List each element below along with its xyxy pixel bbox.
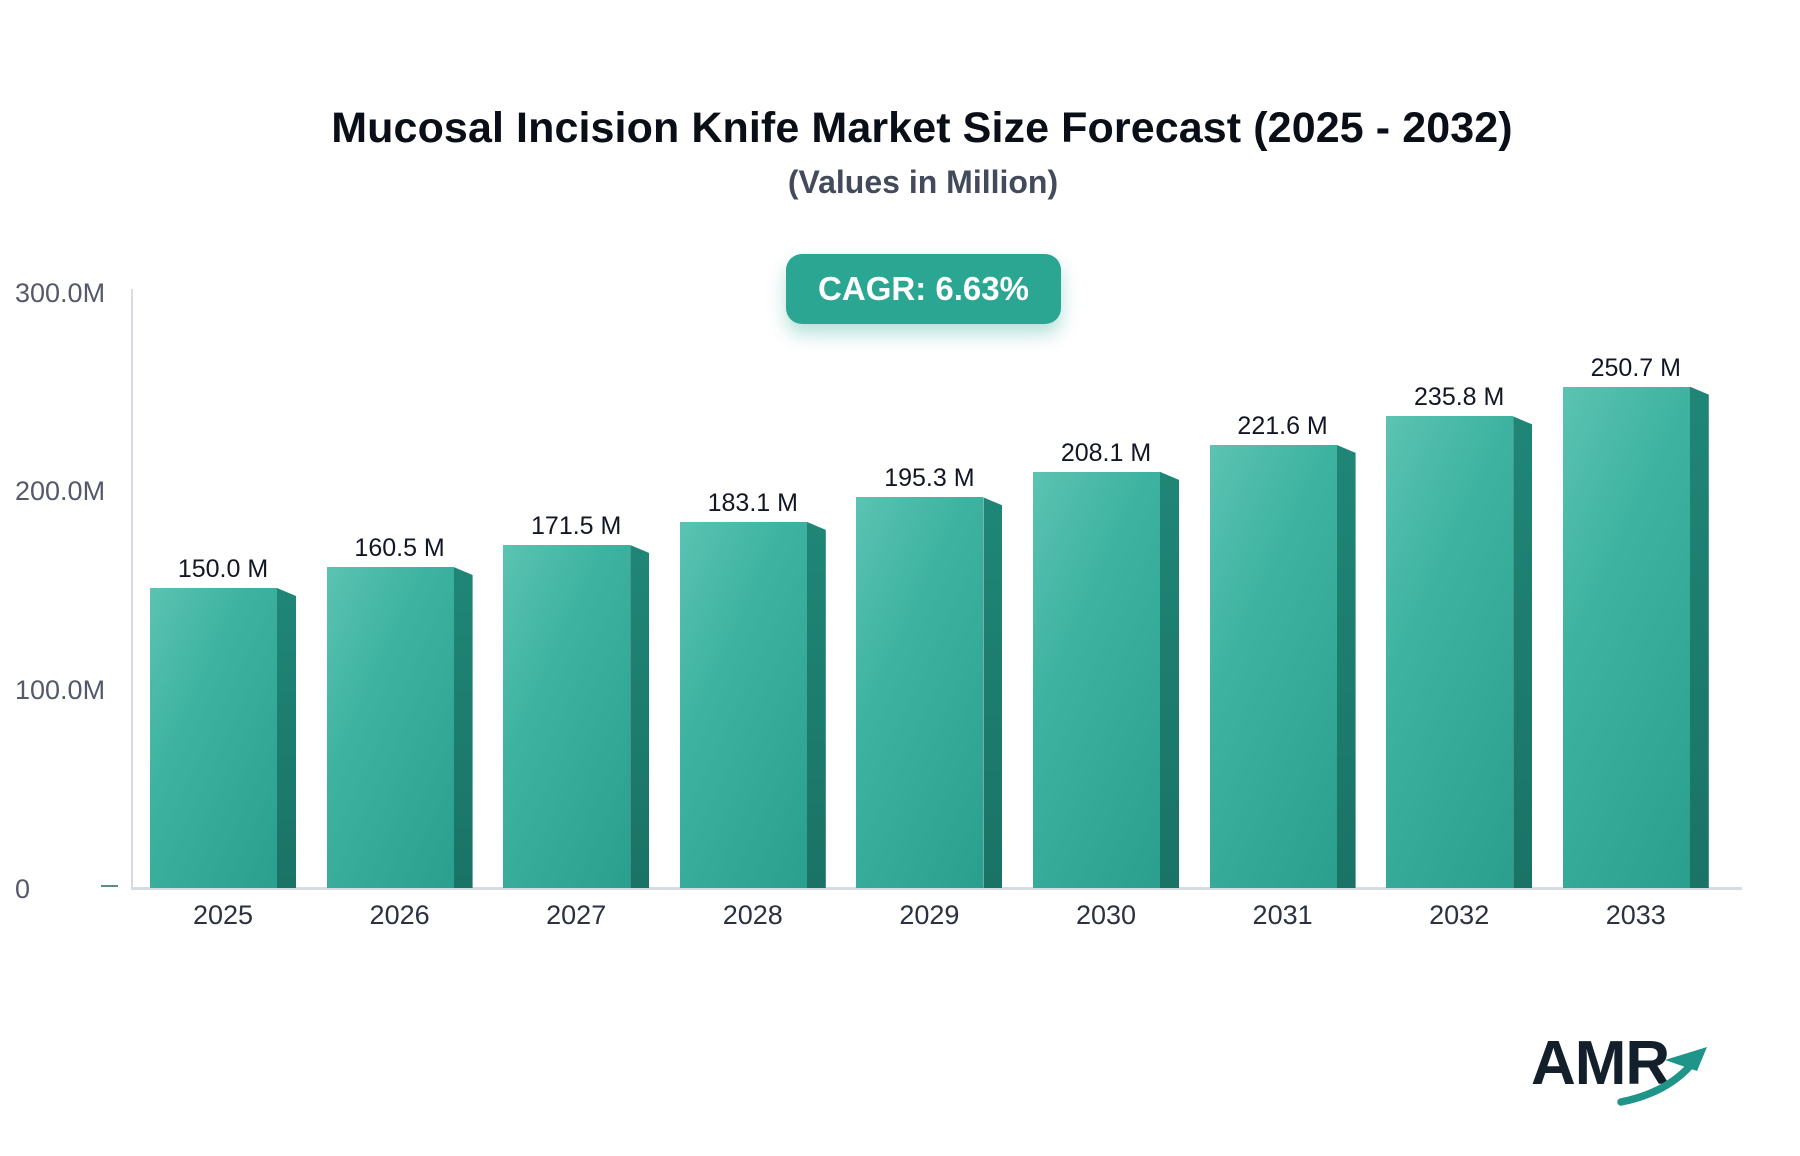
svg-text:AMR: AMR [1531, 1029, 1669, 1098]
